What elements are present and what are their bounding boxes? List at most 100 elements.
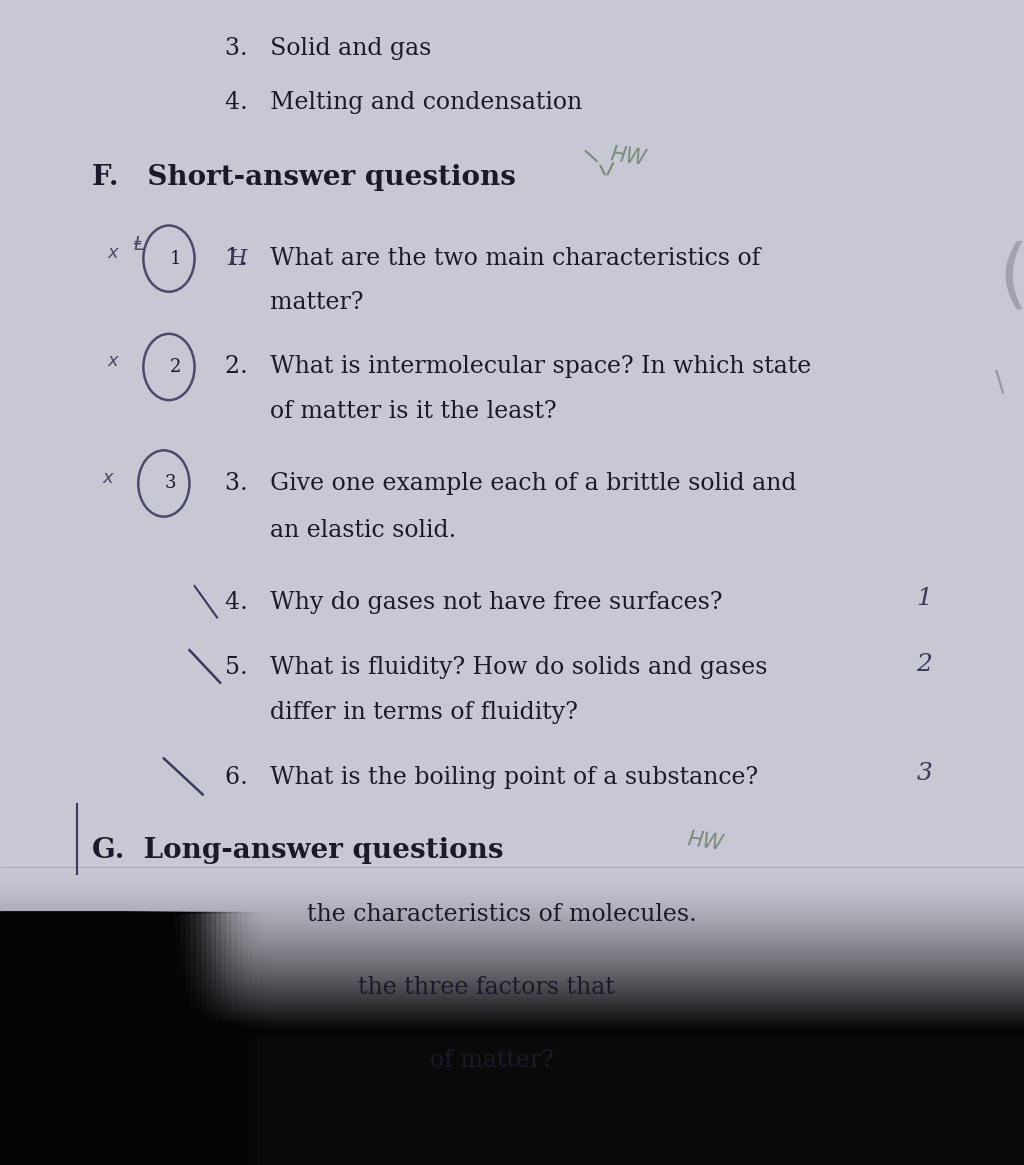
- Bar: [0, 941, 1024, 946]
- Bar: [0, 912, 251, 1165]
- Bar: [0, 935, 1024, 941]
- Bar: [0, 976, 1024, 982]
- Bar: [0, 927, 1024, 933]
- Bar: [0, 911, 1024, 917]
- Bar: [0, 870, 1024, 876]
- Bar: [0, 919, 1024, 925]
- Bar: [0, 915, 1024, 919]
- Text: HW: HW: [609, 144, 648, 169]
- Bar: [0, 868, 1024, 1165]
- Text: the characteristics of molecules.: the characteristics of molecules.: [307, 903, 697, 926]
- Text: 3.   Solid and gas: 3. Solid and gas: [225, 37, 432, 61]
- Point: [183, 643, 196, 657]
- Text: 2: 2: [916, 652, 933, 676]
- Bar: [0, 1010, 1024, 1015]
- Text: Ⱡ: Ⱡ: [133, 235, 144, 254]
- Bar: [0, 968, 1024, 974]
- Bar: [0, 901, 1024, 905]
- Bar: [0, 876, 1024, 881]
- Point: [211, 610, 223, 624]
- Text: H: H: [227, 248, 247, 269]
- Text: 3.   Give one example each of a brittle solid and: 3. Give one example each of a brittle so…: [225, 472, 797, 495]
- Bar: [0, 912, 215, 1165]
- Bar: [0, 0, 1024, 868]
- Line: 2 pts: 2 pts: [189, 650, 220, 683]
- Bar: [0, 898, 1024, 903]
- Bar: [0, 996, 1024, 1001]
- Bar: [0, 912, 195, 1165]
- Point: [71, 867, 83, 881]
- Line: 2 pts: 2 pts: [164, 758, 203, 795]
- Text: 5.   What is fluidity? How do solids and gases: 5. What is fluidity? How do solids and g…: [225, 656, 768, 679]
- Bar: [0, 1018, 1024, 1023]
- Text: x: x: [108, 352, 118, 370]
- Bar: [0, 912, 189, 1165]
- Text: of matter?: of matter?: [430, 1048, 554, 1072]
- Text: 4.   Why do gases not have free surfaces?: 4. Why do gases not have free surfaces?: [225, 591, 723, 614]
- Text: 4.   Melting and condensation: 4. Melting and condensation: [225, 91, 583, 114]
- Bar: [0, 972, 1024, 976]
- Bar: [0, 912, 169, 1165]
- Bar: [0, 1021, 1024, 1025]
- Bar: [0, 912, 256, 1165]
- Bar: [0, 912, 138, 1165]
- Bar: [0, 994, 1024, 998]
- Bar: [0, 890, 1024, 895]
- Text: 2: 2: [169, 358, 181, 376]
- Bar: [0, 912, 241, 1165]
- Bar: [0, 982, 1024, 987]
- Bar: [0, 912, 205, 1165]
- Bar: [0, 912, 143, 1165]
- Text: HW: HW: [686, 829, 725, 854]
- Bar: [0, 960, 1024, 966]
- Bar: [0, 1015, 1024, 1019]
- Text: 1: 1: [916, 587, 933, 610]
- Bar: [0, 912, 128, 1165]
- Bar: [0, 952, 1024, 958]
- Bar: [0, 955, 1024, 960]
- Text: the three factors that: the three factors that: [358, 976, 615, 1000]
- Bar: [0, 947, 1024, 952]
- Bar: [0, 884, 1024, 889]
- Bar: [0, 917, 1024, 922]
- Bar: [0, 986, 1024, 990]
- Text: 6.   What is the boiling point of a substance?: 6. What is the boiling point of a substa…: [225, 765, 759, 789]
- Point: [214, 676, 226, 690]
- Text: x: x: [102, 468, 113, 487]
- Text: G.  Long-answer questions: G. Long-answer questions: [92, 836, 504, 864]
- Bar: [0, 912, 179, 1165]
- Bar: [0, 912, 271, 1165]
- Bar: [0, 923, 1024, 927]
- Text: F.   Short-answer questions: F. Short-answer questions: [92, 163, 516, 191]
- Bar: [0, 912, 246, 1165]
- Text: of matter is it the least?: of matter is it the least?: [225, 400, 557, 423]
- Bar: [0, 1007, 1024, 1011]
- Bar: [0, 966, 1024, 970]
- Text: 3: 3: [164, 474, 176, 493]
- Bar: [0, 912, 159, 1165]
- Bar: [0, 912, 164, 1165]
- Bar: [0, 892, 1024, 897]
- Bar: [0, 1004, 1024, 1009]
- Bar: [0, 912, 154, 1165]
- Bar: [0, 925, 1024, 930]
- Bar: [0, 998, 1024, 1003]
- Bar: [0, 912, 220, 1165]
- Bar: [0, 912, 261, 1165]
- Bar: [0, 909, 1024, 913]
- Text: x: x: [108, 243, 118, 262]
- Bar: [0, 912, 184, 1165]
- Bar: [0, 1012, 1024, 1017]
- Bar: [0, 1029, 1024, 1033]
- Bar: [0, 1002, 1024, 1007]
- Bar: [0, 933, 1024, 938]
- Point: [71, 797, 83, 811]
- Bar: [0, 878, 1024, 884]
- Bar: [0, 931, 1024, 935]
- Point: [197, 788, 209, 802]
- Bar: [0, 912, 148, 1165]
- Bar: [0, 874, 1024, 878]
- Bar: [0, 903, 1024, 909]
- Bar: [0, 949, 1024, 954]
- Text: 3: 3: [916, 762, 933, 785]
